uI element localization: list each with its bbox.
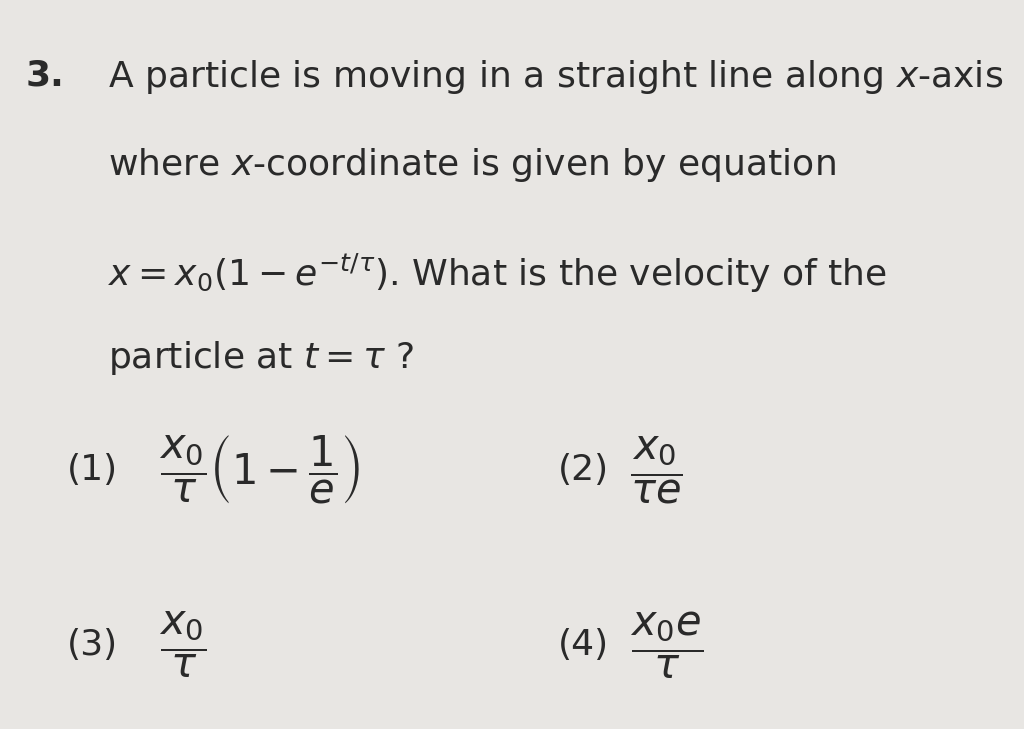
Text: (4): (4): [558, 628, 609, 662]
Text: $\dfrac{x_0}{\tau}\left(1-\dfrac{1}{e}\right)$: $\dfrac{x_0}{\tau}\left(1-\dfrac{1}{e}\r…: [159, 434, 360, 506]
Text: where $x$-coordinate is given by equation: where $x$-coordinate is given by equatio…: [108, 146, 836, 184]
Text: A particle is moving in a straight line along $x$-axis: A particle is moving in a straight line …: [108, 58, 1002, 96]
Text: particle at $t = \tau$ ?: particle at $t = \tau$ ?: [108, 339, 414, 377]
Text: (1): (1): [67, 453, 118, 487]
Text: $x = x_0(1-e^{-t/\tau})$. What is the velocity of the: $x = x_0(1-e^{-t/\tau})$. What is the ve…: [108, 252, 887, 295]
Text: (2): (2): [558, 453, 609, 487]
Text: $\dfrac{x_0 e}{\tau}$: $\dfrac{x_0 e}{\tau}$: [630, 609, 702, 681]
Text: $\dfrac{x_0}{\tau e}$: $\dfrac{x_0}{\tau e}$: [630, 434, 682, 506]
Text: 3.: 3.: [26, 58, 65, 93]
Text: (3): (3): [67, 628, 118, 662]
Text: $\dfrac{x_0}{\tau}$: $\dfrac{x_0}{\tau}$: [159, 610, 206, 680]
